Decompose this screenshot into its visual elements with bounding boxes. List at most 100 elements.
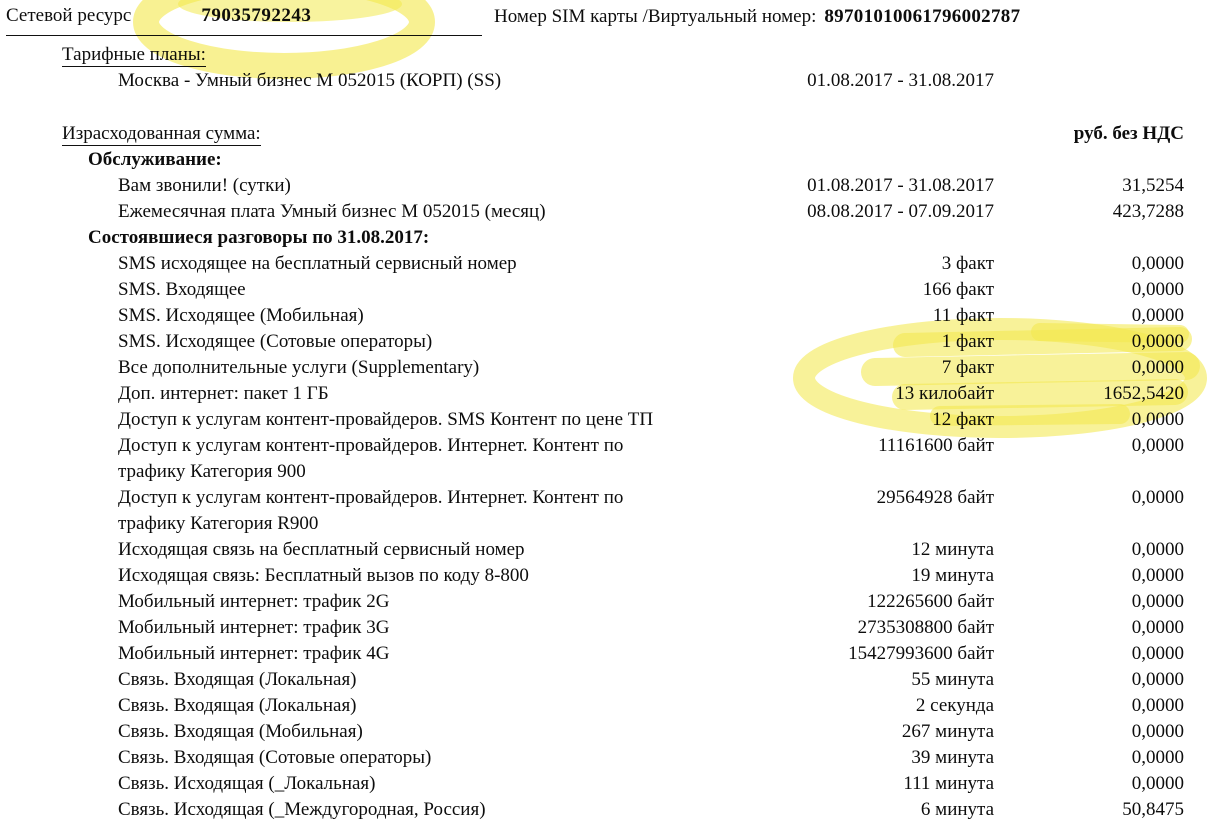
charge-quantity: 08.08.2017 - 07.09.2017 — [807, 201, 994, 222]
sim-number-value: 89701010061796002787 — [824, 6, 1021, 27]
currency-unit-note: руб. без НДС — [1073, 123, 1184, 144]
charge-quantity: 29564928 байт — [876, 487, 994, 508]
charge-row: Все дополнительные услуги (Supplementary… — [6, 355, 1184, 381]
charge-quantity: 12 факт — [932, 409, 994, 430]
sim-number: Номер SIM карты /Виртуальный номер: 89701… — [482, 3, 1184, 36]
charge-label: Мобильный интернет: трафик 3G — [118, 617, 390, 638]
charge-row: Доп. интернет: пакет 1 ГБ 13 килобайт 1652… — [6, 381, 1184, 407]
charge-quantity: 01.08.2017 - 31.08.2017 — [807, 175, 994, 196]
charge-amount: 0,0000 — [1131, 305, 1184, 326]
charge-label: Ежемесячная плата Умный бизнес М 052015 … — [118, 201, 546, 222]
charge-amount: 0,0000 — [1131, 487, 1184, 508]
charge-row: SMS. Входящее 166 факт 0,0000 — [6, 277, 1184, 303]
charge-amount: 0,0000 — [1131, 253, 1184, 274]
charge-quantity: 39 минута — [911, 747, 994, 768]
charge-row: SMS. Исходящее (Сотовые операторы) 1 факт… — [6, 329, 1184, 355]
network-resource-value: 79035792243 — [201, 5, 312, 26]
charge-row: Ежемесячная плата Умный бизнес М 052015 … — [6, 199, 1184, 225]
charge-label: Вам звонили! (сутки) — [118, 175, 291, 196]
charge-amount: 0,0000 — [1131, 773, 1184, 794]
charge-quantity: 11 факт — [932, 305, 994, 326]
charge-row: Связь. Исходящая (_Локальная) 111 минута 0… — [6, 771, 1184, 797]
charge-row: Мобильный интернет: трафик 3G 2735308800 … — [6, 615, 1184, 641]
charge-label: Связь. Входящая (Локальная) — [118, 695, 357, 716]
tariff-plan-row: Москва - Умный бизнес М 052015 (КОРП) (S… — [6, 68, 1184, 94]
charge-row: Связь. Входящая (Мобильная) 267 минута 0,0… — [6, 719, 1184, 745]
charge-quantity: 55 минута — [911, 669, 994, 690]
charge-sections: Обслуживание: Вам звонили! (сутки) 01.08.2… — [6, 147, 1184, 823]
charge-row: SMS. Исходящее (Мобильная) 11 факт 0,0000 — [6, 303, 1184, 329]
tariff-plan-name: Москва - Умный бизнес М 052015 (КОРП) (S… — [118, 70, 502, 91]
charge-row: Исходящая связь на бесплатный сервисный … — [6, 537, 1184, 563]
charge-row: Связь. Входящая (Локальная) 2 секунда 0,00… — [6, 693, 1184, 719]
charge-quantity: 7 факт — [941, 357, 994, 378]
charge-amount: 0,0000 — [1131, 643, 1184, 664]
charge-quantity: 122265600 байт — [867, 591, 994, 612]
charge-quantity: 1 факт — [941, 331, 994, 352]
charge-amount: 1652,5420 — [1103, 383, 1184, 404]
charge-quantity: 11161600 байт — [878, 435, 994, 456]
charge-quantity: 2 секунда — [915, 695, 994, 716]
charge-amount: 0,0000 — [1131, 409, 1184, 430]
tariff-plans-heading: Тарифные планы: — [62, 44, 206, 67]
charge-label: SMS. Исходящее (Мобильная) — [118, 305, 364, 326]
charge-label: Мобильный интернет: трафик 4G — [118, 643, 390, 664]
charge-row: Доступ к услугам контент-провайдеров. Ин… — [6, 485, 1184, 537]
charge-amount: 31,5254 — [1122, 175, 1184, 196]
charge-amount: 0,0000 — [1131, 279, 1184, 300]
charge-amount: 423,7288 — [1112, 201, 1184, 222]
charge-row: Исходящая связь: Бесплатный вызов по код… — [6, 563, 1184, 589]
charge-label: Связь. Исходящая (_Междугородная, Россия… — [118, 799, 486, 820]
charge-quantity: 2735308800 байт — [857, 617, 994, 638]
charge-label: Доступ к услугам контент-провайдеров. Ин… — [118, 487, 624, 534]
network-resource-label: Сетевой ресурс — [6, 5, 132, 26]
page-header: Сетевой ресурс 79035792243 Номер SIM кар… — [6, 2, 1184, 36]
tariff-plan-period: 01.08.2017 - 31.08.2017 — [807, 70, 994, 91]
charge-label: Мобильный интернет: трафик 2G — [118, 591, 390, 612]
section-title: Состоявшиеся разговоры по 31.08.2017: — [88, 227, 430, 248]
charge-row: Мобильный интернет: трафик 4G 15427993600… — [6, 641, 1184, 667]
charge-label: SMS. Исходящее (Сотовые операторы) — [118, 331, 433, 352]
charge-label: Связь. Входящая (Локальная) — [118, 669, 357, 690]
charge-amount: 0,0000 — [1131, 591, 1184, 612]
charge-quantity: 111 минута — [903, 773, 994, 794]
charge-label: SMS. Входящее — [118, 279, 246, 300]
charge-quantity: 267 минута — [901, 721, 994, 742]
charge-row: Доступ к услугам контент-провайдеров. SM… — [6, 407, 1184, 433]
charge-amount: 0,0000 — [1131, 565, 1184, 586]
charge-quantity: 13 килобайт — [895, 383, 994, 404]
charge-row: Вам звонили! (сутки) 01.08.2017 - 31.08.2… — [6, 173, 1184, 199]
charge-amount: 0,0000 — [1131, 721, 1184, 742]
charge-row: Связь. Входящая (Локальная) 55 минута 0,00… — [6, 667, 1184, 693]
charge-label: Связь. Входящая (Мобильная) — [118, 721, 363, 742]
charge-label: Исходящая связь: Бесплатный вызов по код… — [118, 565, 529, 586]
network-resource: Сетевой ресурс 79035792243 — [6, 2, 482, 36]
charge-quantity: 12 минута — [911, 539, 994, 560]
charge-quantity: 6 минута — [920, 799, 994, 820]
charge-amount: 50,8475 — [1122, 799, 1184, 820]
charge-label: Доступ к услугам контент-провайдеров. SM… — [118, 409, 654, 430]
charge-amount: 0,0000 — [1131, 539, 1184, 560]
charge-label: SMS исходящее на бесплатный сервисный но… — [118, 253, 517, 274]
charge-amount: 0,0000 — [1131, 617, 1184, 638]
charge-row: Связь. Входящая (Сотовые операторы) 39 ми… — [6, 745, 1184, 771]
charge-quantity: 15427993600 байт — [848, 643, 994, 664]
charge-row: Мобильный интернет: трафик 2G 122265600 б… — [6, 589, 1184, 615]
spent-sum-heading: Израсходованная сумма: — [62, 123, 261, 146]
charge-label: Доп. интернет: пакет 1 ГБ — [118, 383, 329, 404]
charge-quantity: 3 факт — [941, 253, 994, 274]
charge-label: Связь. Исходящая (_Локальная) — [118, 773, 376, 794]
charge-label: Исходящая связь на бесплатный сервисный … — [118, 539, 525, 560]
section-title: Обслуживание: — [88, 149, 222, 170]
charge-amount: 0,0000 — [1131, 695, 1184, 716]
charge-row: SMS исходящее на бесплатный сервисный но… — [6, 251, 1184, 277]
charge-row: Доступ к услугам контент-провайдеров. Ин… — [6, 433, 1184, 485]
charge-row: Связь. Исходящая (_Междугородная, Россия… — [6, 797, 1184, 823]
charge-label: Все дополнительные услуги (Supplementary… — [118, 357, 480, 378]
charge-amount: 0,0000 — [1131, 357, 1184, 378]
charge-quantity: 166 факт — [922, 279, 994, 300]
charge-quantity: 19 минута — [911, 565, 994, 586]
charge-amount: 0,0000 — [1131, 435, 1184, 456]
phone-bill-page: Сетевой ресурс 79035792243 Номер SIM кар… — [6, 2, 1184, 823]
charge-amount: 0,0000 — [1131, 669, 1184, 690]
